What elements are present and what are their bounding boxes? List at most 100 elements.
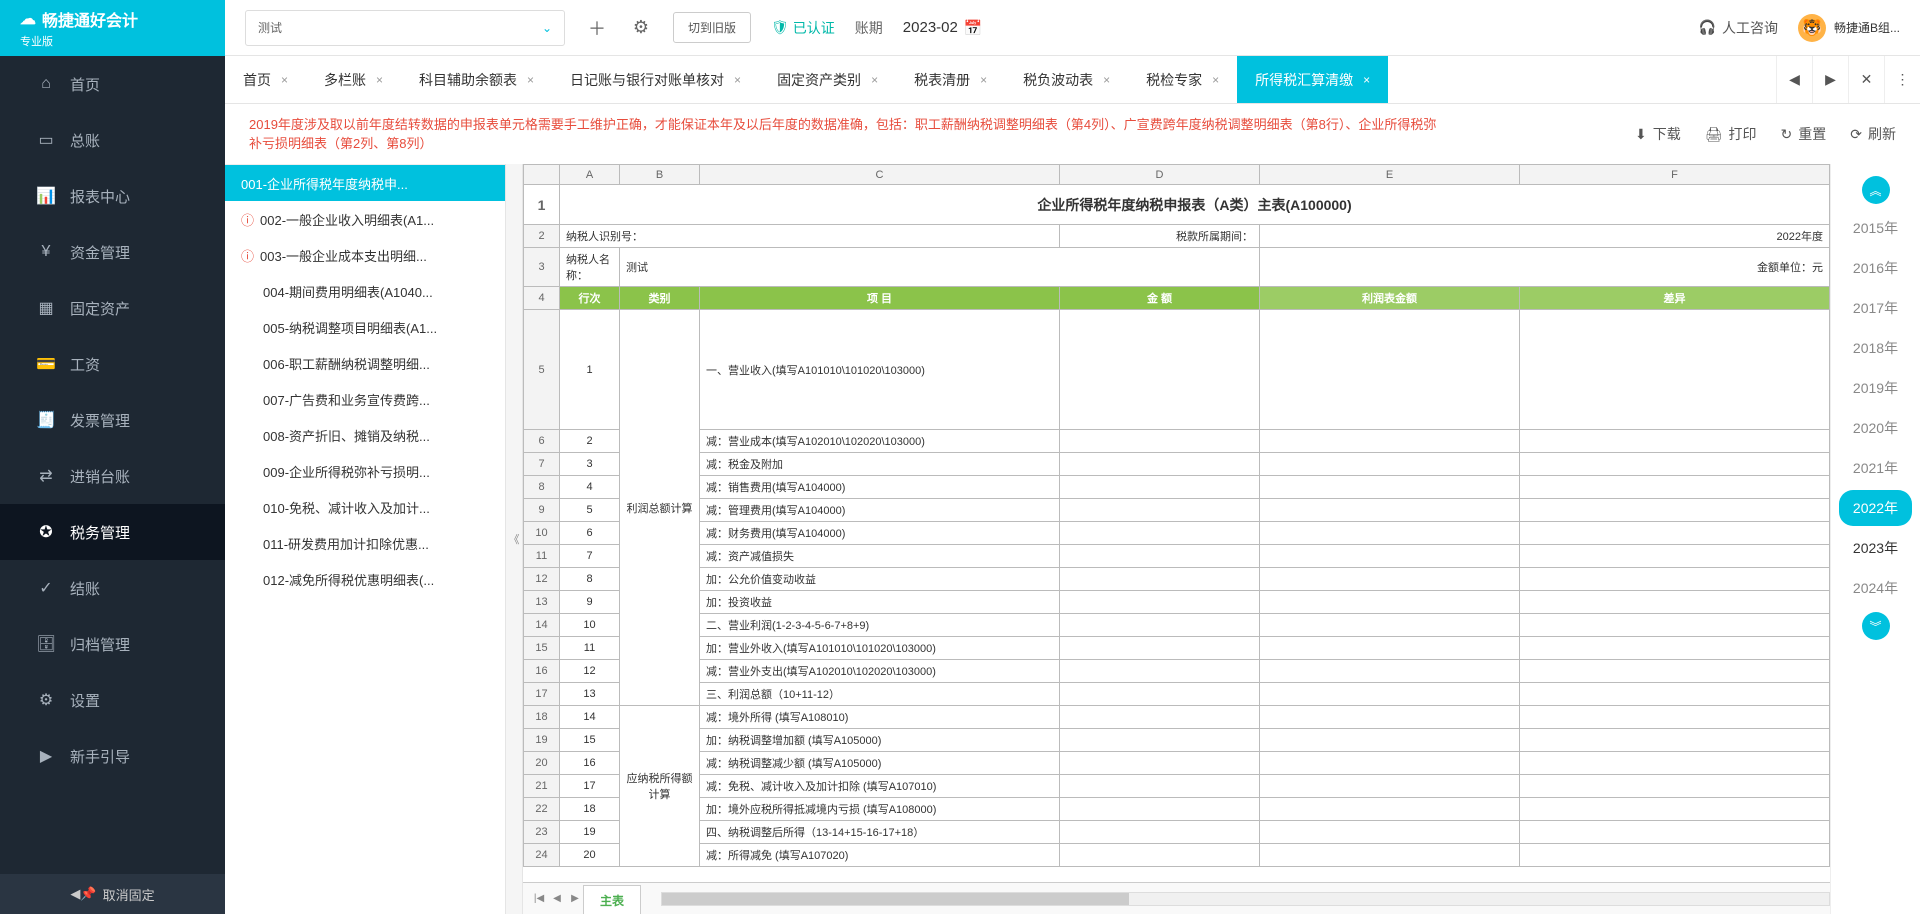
tab-close[interactable]: × [980,73,987,87]
form-item[interactable]: 006-职工薪酬纳税调整明细... [225,345,505,381]
col-header-B[interactable]: B [620,165,700,185]
sidebar-item[interactable]: ⇄进销台账 [0,448,225,504]
reset-button[interactable]: ↻重置 [1781,124,1827,144]
print-button[interactable]: 🖨打印 [1705,124,1757,144]
profit-cell[interactable] [1260,798,1520,821]
tab-close[interactable]: × [1212,73,1219,87]
amount-cell[interactable] [1060,430,1260,453]
amount-cell[interactable] [1060,844,1260,867]
tab-close[interactable]: × [527,73,534,87]
year-item[interactable]: 2023年 [1839,530,1912,566]
sidebar-item[interactable]: ¥资金管理 [0,224,225,280]
diff-cell[interactable] [1520,660,1830,683]
form-item[interactable]: 005-纳税调整项目明细表(A1... [225,309,505,345]
amount-cell[interactable] [1060,614,1260,637]
amount-cell[interactable] [1060,522,1260,545]
sidebar-item[interactable]: ▦固定资产 [0,280,225,336]
amount-cell[interactable] [1060,476,1260,499]
row-num[interactable]: 19 [524,729,560,752]
profit-cell[interactable] [1260,453,1520,476]
diff-cell[interactable] [1520,614,1830,637]
profit-cell[interactable] [1260,591,1520,614]
row-num[interactable]: 11 [524,545,560,568]
diff-cell[interactable] [1520,752,1830,775]
profit-cell[interactable] [1260,430,1520,453]
row-num[interactable]: 22 [524,798,560,821]
row-num[interactable]: 15 [524,637,560,660]
tabs-close-all[interactable]: ✕ [1848,56,1884,103]
sidebar-item[interactable]: ⌂首页 [0,56,225,112]
amount-cell[interactable] [1060,775,1260,798]
sheet-nav-first[interactable]: |◀ [531,891,547,907]
col-header-C[interactable]: C [700,165,1060,185]
row-num[interactable]: 8 [524,476,560,499]
amount-cell[interactable] [1060,453,1260,476]
sidebar-item[interactable]: ▭总账 [0,112,225,168]
row-num[interactable]: 2 [524,225,560,248]
profit-cell[interactable] [1260,706,1520,729]
row-num[interactable]: 16 [524,660,560,683]
profit-cell[interactable] [1260,499,1520,522]
account-select[interactable]: 测试 ⌄ [245,10,565,46]
row-num[interactable]: 4 [524,287,560,310]
diff-cell[interactable] [1520,430,1830,453]
profit-cell[interactable] [1260,775,1520,798]
row-num[interactable]: 23 [524,821,560,844]
row-num[interactable]: 7 [524,453,560,476]
tab-close[interactable]: × [1103,73,1110,87]
form-item[interactable]: 007-广告费和业务宣传费跨... [225,381,505,417]
amount-cell[interactable] [1060,545,1260,568]
tab[interactable]: 固定资产类别× [759,56,896,103]
collapse-handle[interactable]: 《 [505,164,523,914]
sheet-nav-prev[interactable]: ◀ [549,891,565,907]
amount-cell[interactable] [1060,591,1260,614]
year-item[interactable]: 2016年 [1839,250,1912,286]
support-link[interactable]: 🎧 人工咨询 [1699,18,1778,38]
row-num[interactable]: 13 [524,591,560,614]
row-num[interactable]: 24 [524,844,560,867]
diff-cell[interactable] [1520,545,1830,568]
tab-close[interactable]: × [734,73,741,87]
diff-cell[interactable] [1520,568,1830,591]
sheet-tab[interactable]: 主表 [583,885,641,914]
add-button[interactable]: ＋ [585,16,609,40]
row-num[interactable]: 12 [524,568,560,591]
row-num[interactable]: 3 [524,248,560,287]
sidebar-item[interactable]: ✓结账 [0,560,225,616]
row-num[interactable]: 6 [524,430,560,453]
settings-icon[interactable]: ⚙ [629,16,653,40]
sidebar-item[interactable]: ⚙设置 [0,672,225,728]
form-item[interactable]: 012-减免所得税优惠明细表(... [225,561,505,597]
row-num[interactable]: 18 [524,706,560,729]
year-item[interactable]: 2024年 [1839,570,1912,606]
amount-cell[interactable] [1060,752,1260,775]
form-item[interactable]: 001-企业所得税年度纳税申... [225,165,505,201]
row-num[interactable]: 17 [524,683,560,706]
diff-cell[interactable] [1520,476,1830,499]
amount-cell[interactable] [1060,660,1260,683]
tab[interactable]: 科目辅助余额表× [401,56,552,103]
diff-cell[interactable] [1520,775,1830,798]
tab[interactable]: 首页× [225,56,306,103]
sidebar-pin-toggle[interactable]: ◀📌 取消固定 [0,874,225,914]
download-button[interactable]: ⬇下载 [1635,124,1681,144]
form-item[interactable]: 011-研发费用加计扣除优惠... [225,525,505,561]
diff-cell[interactable] [1520,729,1830,752]
tab-close[interactable]: × [871,73,878,87]
sidebar-item[interactable]: 📊报表中心 [0,168,225,224]
tab[interactable]: 税表清册× [896,56,1005,103]
period-picker[interactable]: 2023-02 📅 [903,19,983,37]
tab[interactable]: 日记账与银行对账单核对× [552,56,759,103]
amount-cell[interactable] [1060,637,1260,660]
tab[interactable]: 所得税汇算清缴× [1237,56,1388,103]
tab-close[interactable]: × [1363,73,1370,87]
tabs-menu[interactable]: ⋮ [1884,56,1920,103]
form-item[interactable]: ⓘ002-一般企业收入明细表(A1... [225,201,505,237]
diff-cell[interactable] [1520,310,1830,430]
sidebar-item[interactable]: ✪税务管理 [0,504,225,560]
profit-cell[interactable] [1260,568,1520,591]
form-item[interactable]: 010-免税、减计收入及加计... [225,489,505,525]
sheet-hscroll[interactable] [661,892,1830,906]
diff-cell[interactable] [1520,522,1830,545]
diff-cell[interactable] [1520,637,1830,660]
